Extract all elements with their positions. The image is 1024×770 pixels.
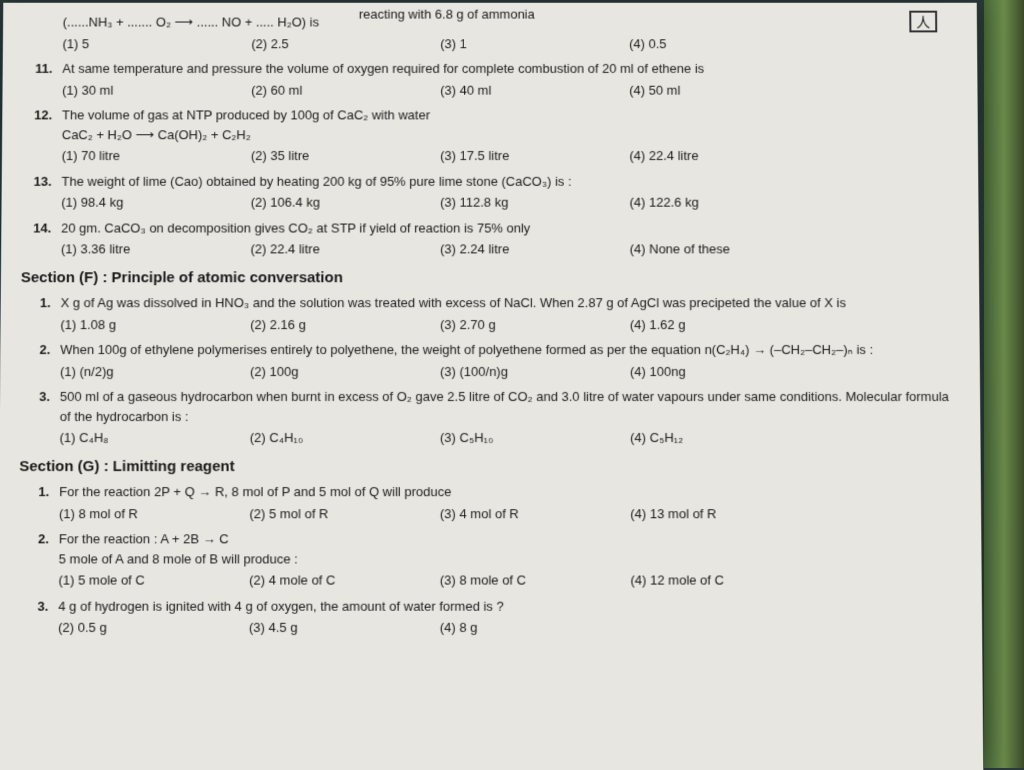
g1-o4: (4) 13 mol of R <box>630 504 780 524</box>
section-f-title: Section (F) : Principle of atomic conver… <box>21 267 959 289</box>
f3-text: 500 ml of a gaseous hydrocarbon when bur… <box>60 389 949 424</box>
g2-text: For the reaction : A + 2B → C <box>59 531 229 546</box>
f2-o4: (4) 100ng <box>630 362 780 381</box>
q14-text: 20 gm. CaCO₃ on decomposition gives CO₂ … <box>61 220 530 235</box>
g1-o1: (1) 8 mol of R <box>59 504 209 524</box>
question-13: 13. The weight of lime (Cao) obtained by… <box>21 171 958 212</box>
g2-o4: (4) 12 mole of C <box>630 570 781 590</box>
q11-num: 11. <box>23 59 53 78</box>
f2-text: When 100g of ethylene polymerises entire… <box>60 342 873 357</box>
q13-o2: (2) 106.4 kg <box>251 193 401 212</box>
f1-num: 1. <box>21 293 51 312</box>
exam-paper: 人 (......NH₃ + ....... O₂ ⟶ ...... NO + … <box>0 3 983 770</box>
f1-o3: (3) 2.70 g <box>440 315 590 334</box>
secG-q3: 3. 4 g of hydrogen is ignited with 4 g o… <box>18 596 962 637</box>
g3-o4: (4) 8 g <box>440 618 591 638</box>
hdr-opt1: (1) 5 <box>62 34 211 53</box>
q14-o2: (2) 22.4 litre <box>251 239 401 258</box>
g1-o3: (3) 4 mol of R <box>440 504 590 524</box>
q14-num: 14. <box>21 218 51 237</box>
secF-q3: 3. 500 ml of a gaseous hydrocarbon when … <box>19 387 960 448</box>
f3-o1: (1) C₄H₈ <box>60 428 210 448</box>
q13-text: The weight of lime (Cao) obtained by hea… <box>61 173 571 188</box>
g2-num: 2. <box>19 529 49 549</box>
question-12: 12. The volume of gas at NTP produced by… <box>22 106 958 166</box>
q12-eq: CaC₂ + H₂O ⟶ Ca(OH)₂ + C₂H₂ <box>62 127 251 142</box>
q12-o2: (2) 35 litre <box>251 146 400 165</box>
q13-o3: (3) 112.8 kg <box>440 193 590 212</box>
f2-o1: (1) (n/2)g <box>60 362 210 381</box>
f3-o3: (3) C₅H₁₀ <box>440 428 590 448</box>
f2-o2: (2) 100g <box>250 362 400 381</box>
f2-o3: (3) (100/n)g <box>440 362 590 381</box>
g3-num: 3. <box>18 596 48 616</box>
q12-num: 12. <box>22 106 52 125</box>
f1-o1: (1) 1.08 g <box>60 315 210 334</box>
header-eq: (......NH₃ + ....... O₂ ⟶ ...... NO + ..… <box>63 13 319 32</box>
g2-o2: (2) 4 mole of C <box>249 570 400 590</box>
f1-o2: (2) 2.16 g <box>250 315 400 334</box>
q14-o3: (3) 2.24 litre <box>440 239 590 258</box>
q13-o1: (1) 98.4 kg <box>61 193 211 212</box>
f3-o2: (2) C₄H₁₀ <box>250 428 400 448</box>
f3-o4: (4) C₅H₁₂ <box>630 428 780 448</box>
q11-o1: (1) 30 ml <box>62 80 211 99</box>
g2-o1: (1) 5 mole of C <box>58 570 209 590</box>
g1-o2: (2) 5 mol of R <box>249 504 399 524</box>
hdr-opt2: (2) 2.5 <box>251 34 400 53</box>
question-14: 14. 20 gm. CaCO₃ on decomposition gives … <box>21 218 959 259</box>
g3-o3: (3) 4.5 g <box>249 618 400 638</box>
question-11: 11. At same temperature and pressure the… <box>22 59 957 100</box>
g1-text: For the reaction 2P + Q → R, 8 mol of P … <box>59 484 451 499</box>
q13-num: 13. <box>22 171 52 190</box>
header-top: reacting with 6.8 g of ammonia <box>359 5 535 24</box>
q12-o3: (3) 17.5 litre <box>440 146 589 165</box>
g2-text2: 5 mole of A and 8 mole of B will produce… <box>59 551 298 566</box>
g3-text: 4 g of hydrogen is ignited with 4 g of o… <box>58 598 503 613</box>
q11-o2: (2) 60 ml <box>251 80 400 99</box>
secF-q1: 1. X g of Ag was dissolved in HNO₃ and t… <box>20 293 959 334</box>
g3-o2: (2) 0.5 g <box>58 618 209 638</box>
secG-q1: 1. For the reaction 2P + Q → R, 8 mol of… <box>19 482 961 523</box>
section-g-title: Section (G) : Limitting reagent <box>19 456 961 479</box>
f1-o4: (4) 1.62 g <box>630 315 780 334</box>
secG-q2: 2. For the reaction : A + 2B → C 5 mole … <box>18 529 961 590</box>
f1-text: X g of Ag was dissolved in HNO₃ and the … <box>61 295 846 310</box>
hdr-opt3: (3) 1 <box>440 34 589 53</box>
f3-num: 3. <box>20 387 50 406</box>
hdr-opt4: (4) 0.5 <box>629 34 778 53</box>
g1-num: 1. <box>19 482 49 502</box>
secF-q2: 2. When 100g of ethylene polymerises ent… <box>20 340 960 381</box>
q11-o3: (3) 40 ml <box>440 80 589 99</box>
q14-o1: (1) 3.36 litre <box>61 239 211 258</box>
question-header: (......NH₃ + ....... O₂ ⟶ ...... NO + ..… <box>23 13 958 53</box>
g2-o3: (3) 8 mole of C <box>440 570 591 590</box>
q12-o4: (4) 22.4 litre <box>629 146 778 165</box>
q12-o1: (1) 70 litre <box>62 146 212 165</box>
page-edge <box>984 0 1024 768</box>
q14-o4: (4) None of these <box>630 239 780 258</box>
q12-text: The volume of gas at NTP produced by 100… <box>62 108 430 123</box>
f2-num: 2. <box>20 340 50 359</box>
q11-o4: (4) 50 ml <box>629 80 778 99</box>
q11-text: At same temperature and pressure the vol… <box>62 61 704 76</box>
q13-o4: (4) 122.6 kg <box>630 193 780 212</box>
